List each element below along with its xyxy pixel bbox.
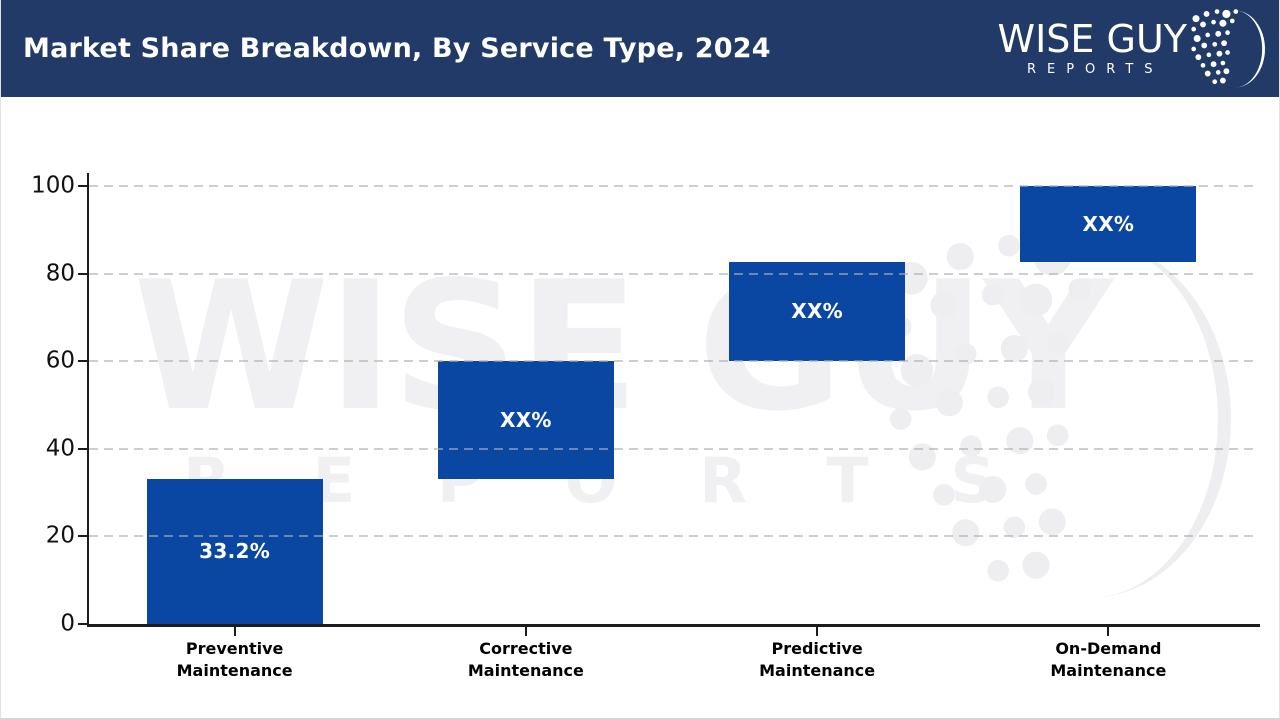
bar-value-label: XX% [791,299,844,324]
y-axis-tick [78,535,87,538]
x-axis-label: Corrective Maintenance [467,639,584,680]
bar: 33.2% [146,478,323,624]
y-axis-label: 60 [45,347,75,374]
x-axis-tick [233,627,236,636]
gridline [89,535,1254,538]
x-axis-line [87,624,1260,627]
y-axis-tick [78,447,87,450]
bar: XX% [437,361,614,479]
y-axis-label: 80 [45,260,75,287]
y-axis-label: 40 [45,435,75,462]
logo-wordmark: WISE GUY [997,17,1187,61]
y-axis-label: 0 [60,610,75,637]
y-axis-label: 20 [45,522,75,549]
chart-title: Market Share Breakdown, By Service Type,… [23,33,771,64]
gridline [89,185,1254,187]
gridline [89,272,1254,275]
bar: XX% [1020,186,1197,262]
y-axis-tick [78,623,87,625]
x-axis-tick [524,627,527,636]
x-axis-label: On-Demand Maintenance [1050,639,1167,680]
bar-value-label: XX% [1082,211,1135,236]
brand-logo: WISE GUY REPORTS [998,8,1279,90]
bar-value-label: XX% [499,407,552,432]
header-bar: Market Share Breakdown, By Service Type,… [1,0,1279,97]
logo-face-icon [1191,8,1265,88]
watermark-face-icon [889,234,1231,598]
y-axis-tick [78,185,87,187]
y-axis-tick [78,272,87,275]
x-axis-tick [1107,627,1110,636]
bar-value-label: 33.2% [199,539,271,564]
logo-subtext: REPORTS [1026,62,1164,77]
x-axis-tick [816,627,819,636]
logo-wordmark-block: WISE GUY REPORTS [998,20,1187,77]
y-axis-tick [78,360,87,363]
gridline [89,447,1254,450]
x-axis-label: Preventive Maintenance [176,639,293,680]
gridline [89,360,1254,363]
y-axis-line [87,172,89,627]
bar: XX% [729,261,906,362]
x-axis-label: Predictive Maintenance [759,639,876,680]
y-axis-label: 100 [31,172,75,199]
